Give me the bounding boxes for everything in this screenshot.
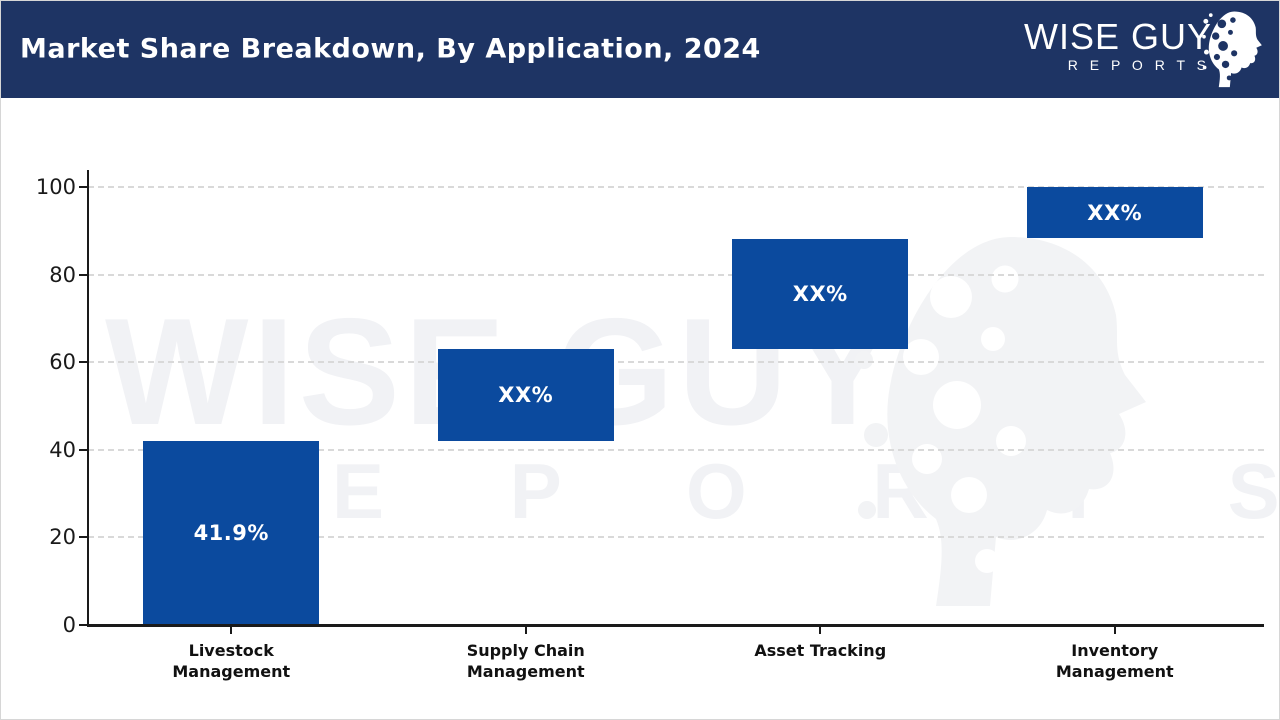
x-tick (524, 627, 527, 634)
y-tick-label-80: 80 (49, 262, 76, 287)
gridline-100 (88, 186, 1264, 188)
y-tick-label-100: 100 (35, 175, 76, 199)
y-tick-0 (79, 624, 88, 626)
y-axis-line (87, 170, 89, 626)
y-tick-20 (79, 536, 88, 539)
y-tick-60 (79, 361, 88, 364)
y-tick-label-20: 20 (49, 525, 76, 550)
x-axis-line (87, 624, 1264, 627)
category-label-line: Management (1055, 662, 1174, 681)
brand-logo-text: WISE GUY R E P O R T S (1023, 16, 1212, 74)
category-label-line: Asset Tracking (754, 641, 887, 660)
bar-segment: 41.9% (143, 441, 320, 625)
brand-name: WISE GUY (1023, 16, 1212, 57)
y-tick-label-60: 60 (49, 350, 76, 375)
gridline-80 (88, 273, 1264, 276)
y-tick-label-40: 40 (49, 437, 76, 462)
bar-value-label: XX% (498, 383, 554, 408)
bar-segment: XX% (1026, 187, 1203, 239)
category-label: Inventory Management (975, 640, 1255, 682)
bar-value-label: XX% (792, 282, 848, 307)
category-label-line: Inventory (1071, 641, 1159, 660)
category-label: Livestock Management (91, 640, 371, 682)
page-title: Market Share Breakdown, By Application, … (20, 33, 761, 65)
category-label-line: Management (172, 662, 291, 681)
y-tick-80 (79, 273, 88, 276)
gridline-20 (88, 536, 1264, 539)
category-label: Asset Tracking (680, 640, 960, 661)
y-tick-40 (79, 448, 88, 451)
bar-segment: XX% (732, 239, 909, 350)
category-label: Supply Chain Management (386, 640, 666, 682)
report-header: Market Share Breakdown, By Application, … (0, 0, 1280, 98)
gridline-40 (88, 448, 1264, 451)
y-tick-label-0: 0 (62, 613, 76, 637)
x-tick (1113, 627, 1116, 634)
x-tick (230, 627, 233, 634)
x-tick (819, 627, 822, 634)
wise-guy-head-icon (1202, 11, 1262, 88)
y-tick-100 (79, 186, 88, 188)
category-label-line: Livestock (188, 641, 274, 660)
bar-segment: XX% (437, 349, 614, 442)
brand-subtitle: R E P O R T S (1067, 57, 1210, 73)
category-label-line: Management (466, 662, 585, 681)
bar-value-label: 41.9% (193, 521, 269, 546)
category-label-line: Supply Chain (466, 641, 585, 660)
bar-value-label: XX% (1087, 200, 1143, 225)
gridline-60 (88, 361, 1264, 364)
brand-logo: WISE GUY R E P O R T S (1020, 6, 1270, 92)
